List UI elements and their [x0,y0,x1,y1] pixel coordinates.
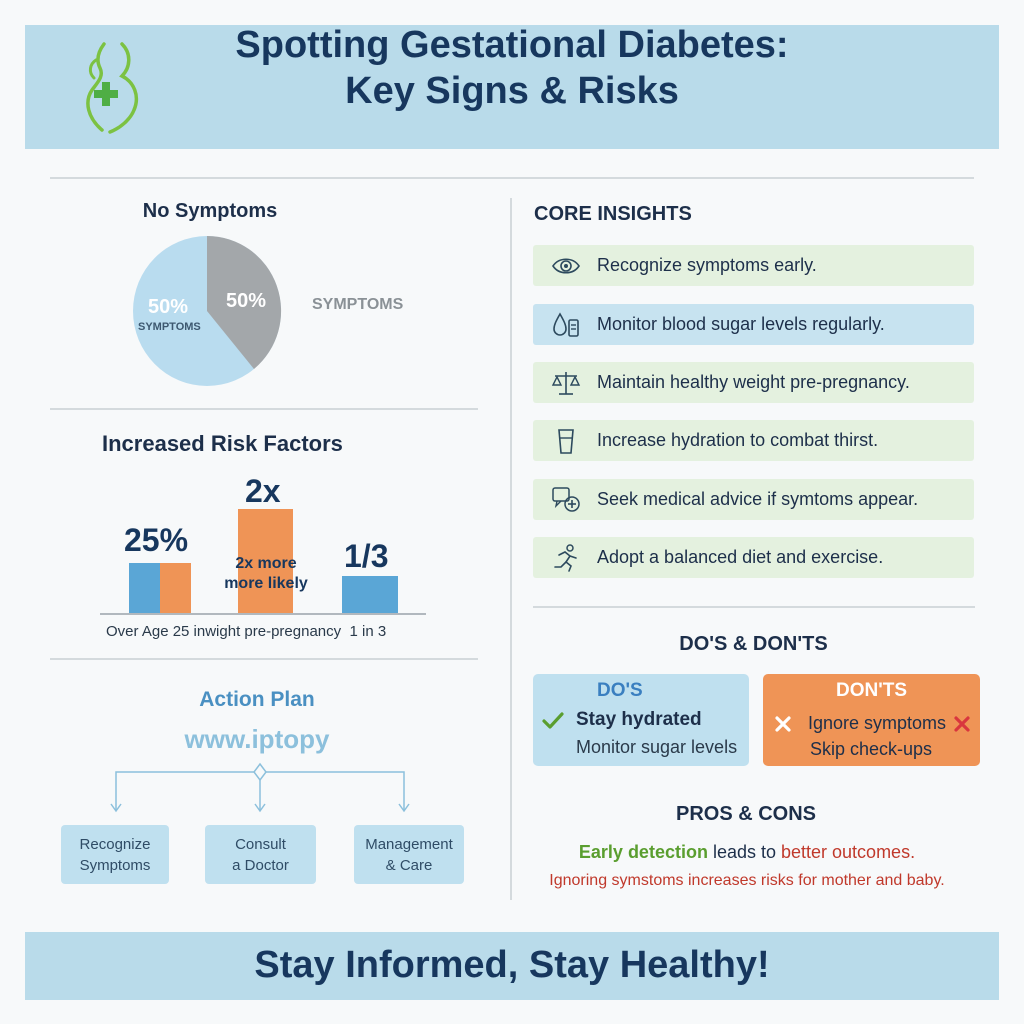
step-2-line-2: a Doctor [232,856,289,874]
step-3-line-1: Management [365,835,453,853]
dos-heading: DO'S [597,680,643,701]
donts-item-2: Skip check-ups [810,739,933,759]
step-3-line-2: & Care [385,856,433,874]
pie-slice-no-symptoms [207,235,282,369]
right-divider [533,606,975,608]
insight-text: Maintain healthy weight pre-pregnancy. [597,372,910,392]
insight-item: Increase hydration to combat thirst. [533,420,974,461]
insight-text: Monitor blood sugar levels regularly. [597,314,885,334]
step-1-line-2: Symptoms [79,856,151,874]
cons-line: Ignoring symstoms increases risks for mo… [549,872,945,889]
action-plan-connector [110,762,410,813]
action-plan-url[interactable]: www.iptopy [184,724,330,754]
check-icon [542,712,564,729]
bar-weight [238,509,293,613]
pros-outcome: better outcomes. [781,842,916,862]
risk-bar-chart [100,509,426,615]
bar-one-in-three [342,576,398,613]
blood-drop-meter-icon [553,311,579,337]
risk-title: Increased Risk Factors [102,431,343,456]
bar-age-blue [129,563,160,613]
page-title: Spotting Gestational Diabetes: Key Signs… [0,22,1024,114]
pros-cons-title: PROS & CONS [675,803,817,825]
pie-right-percent: 50% [226,290,267,312]
left-divider-2 [50,658,478,660]
runner-icon [554,543,577,572]
medical-chat-icon [552,486,580,512]
core-insights-title: CORE INSIGHTS [534,203,692,225]
axis-labels: Over Age 25 inwight pre-pregnancy 1 in 3 [106,623,387,640]
pie-title: No Symptoms [142,200,278,222]
dos-box [533,674,749,766]
insight-item: Recognize symptoms early. [533,245,974,286]
step-recognize-symptoms[interactable]: Recognize Symptoms [61,825,169,884]
header-banner [25,25,999,149]
glass-icon [558,428,574,454]
bar-inner-line-1: 2x more [235,555,297,572]
donts-box [763,674,980,766]
pregnancy-icon [86,42,139,134]
insight-item: Seek medical advice if symtoms appear. [533,479,974,520]
scale-icon [551,371,581,395]
pros-connector: leads to [707,842,781,862]
step-2-line-1: Consult [235,835,286,853]
top-divider [50,177,974,179]
dos-donts-title: DO'S & DON'TS [679,633,828,655]
action-plan-title: Action Plan [199,688,315,711]
bar-label-25: 25% [124,522,189,558]
pros-highlight: Early detection [578,842,708,862]
title-line-1: Spotting Gestational Diabetes: [235,24,789,66]
column-divider [510,198,512,900]
step-1-line-1: Recognize [79,835,151,853]
insight-text: Recognize symptoms early. [597,255,817,275]
red-x-icon [954,716,970,732]
insight-text: Adopt a balanced diet and exercise. [597,547,884,567]
bar-inner-label: 2x more more likely [222,554,310,594]
donts-heading: DON'TS [835,680,908,701]
donts-item-1: Ignore symptoms [808,713,947,733]
eye-icon [552,257,580,274]
footer-banner [25,932,999,1000]
pie-chart [133,235,282,386]
bar-inner-line-2: more likely [224,575,308,592]
bar-age-orange [160,563,191,613]
dos-item-1: Stay hydrated [576,709,702,730]
footer-text: Stay Informed, Stay Healthy! [254,944,770,986]
pie-left-label: SYMPTOMS [138,321,201,333]
insight-item: Adopt a balanced diet and exercise. [533,537,974,578]
pie-side-label: SYMPTOMS [312,296,404,313]
insight-item: Monitor blood sugar levels regularly. [533,304,974,345]
insight-text: Seek medical advice if symtoms appear. [597,489,919,509]
insight-item: Maintain healthy weight pre-pregnancy. [533,362,974,403]
bar-label-2x: 2x [245,473,281,509]
x-icon [775,716,791,732]
left-divider-1 [50,408,478,410]
pie-left-percent: 50% [148,296,189,318]
bar-label-1-3: 1/3 [344,538,389,574]
insight-text: Increase hydration to combat thirst. [597,430,879,450]
step-consult-doctor[interactable]: Consult a Doctor [205,825,316,884]
title-line-2: Key Signs & Risks [345,70,679,112]
dos-item-2: Monitor sugar levels [576,737,738,757]
pros-line: Early detection leads to better outcomes… [510,842,984,863]
step-management-care[interactable]: Management & Care [354,825,464,884]
